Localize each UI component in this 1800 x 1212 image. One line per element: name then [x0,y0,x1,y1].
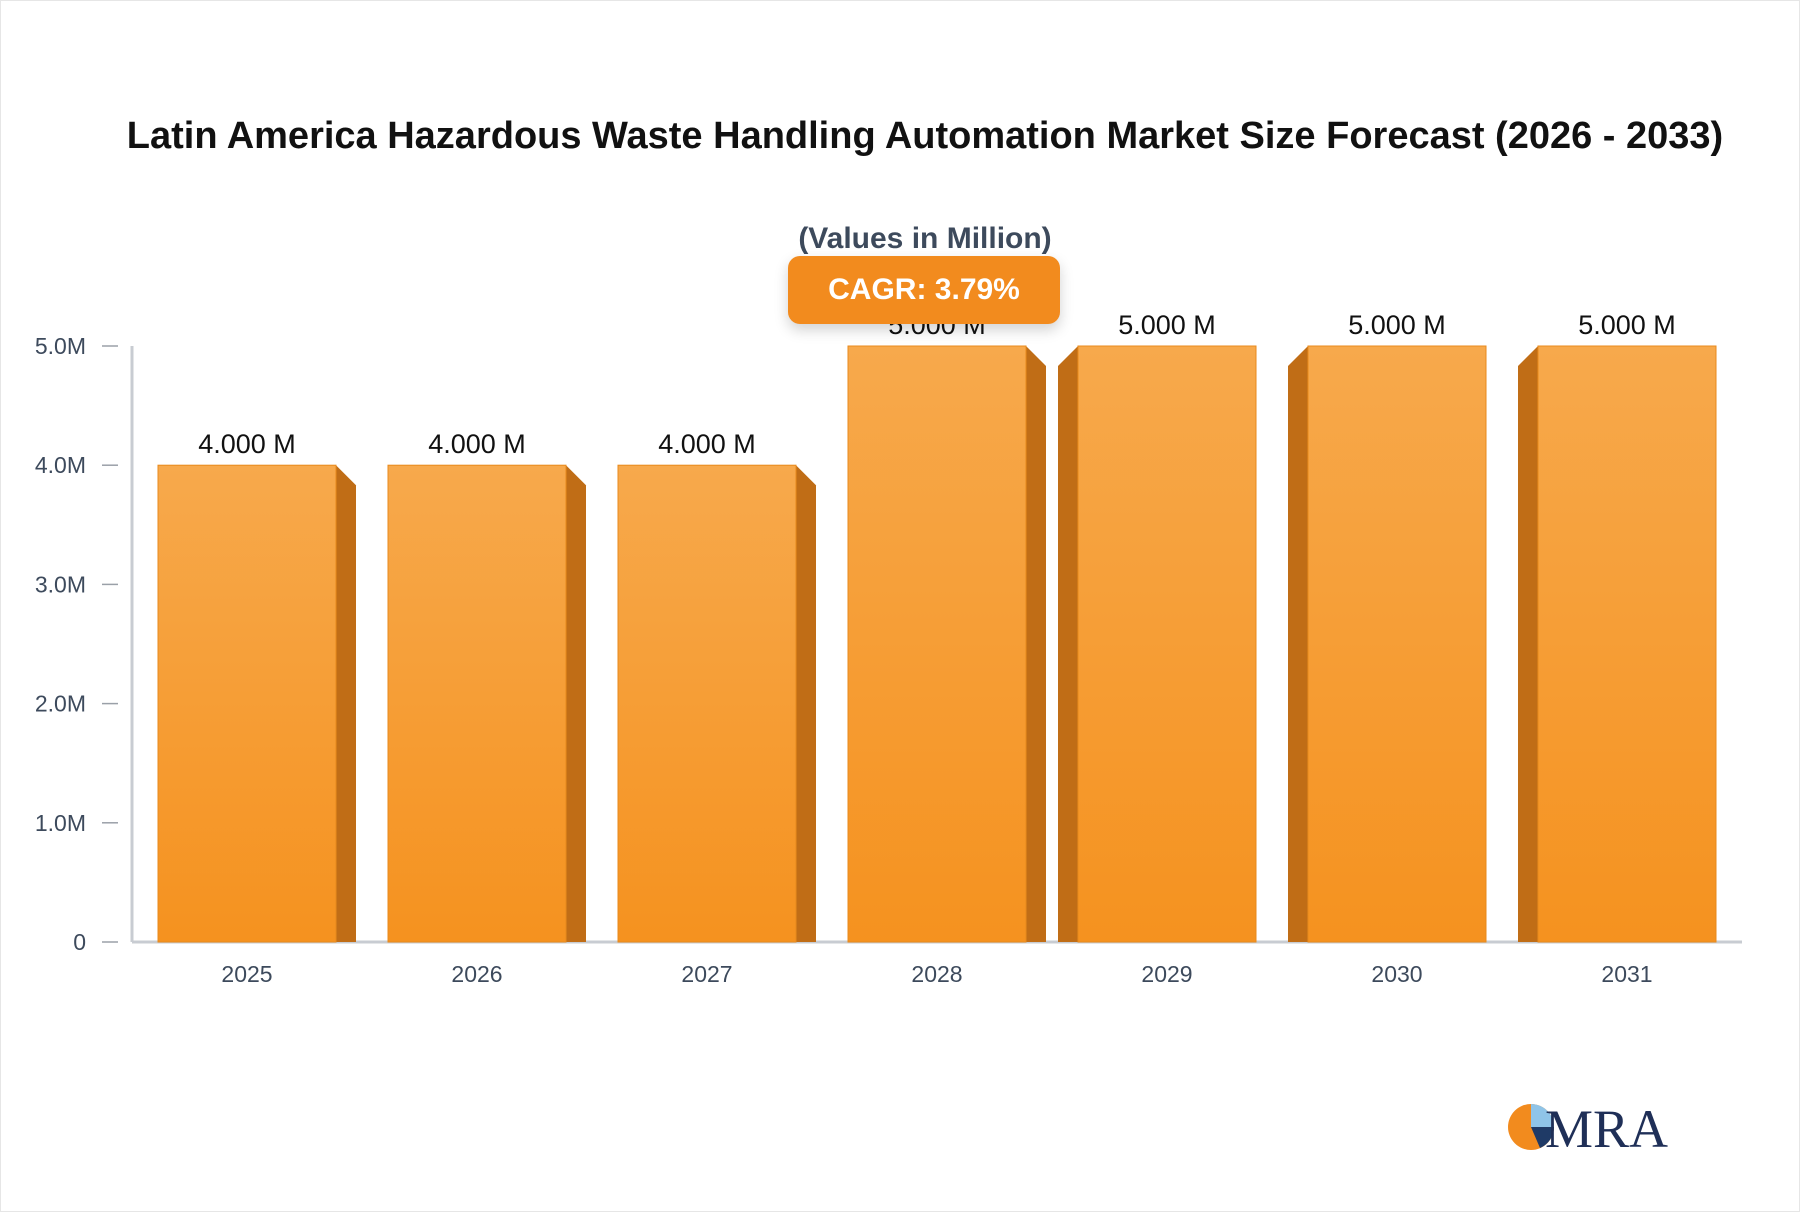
x-tick-label: 2027 [681,961,732,987]
bar-side-2030 [1288,346,1308,942]
y-tick-label: 0 [73,929,86,955]
x-tick-label: 2025 [221,961,272,987]
bar-value-label: 4.000 M [428,429,526,459]
x-tick-label: 2029 [1141,961,1192,987]
cagr-badge: CAGR: 3.79% [788,256,1060,324]
bar-side-2025 [336,465,356,942]
bar-2028[interactable] [847,345,1027,943]
y-tick-label: 3.0M [35,571,86,597]
bar-side-2031 [1518,346,1538,942]
chart-title: Latin America Hazardous Waste Handling A… [126,115,1724,157]
x-tick-label: 2026 [451,961,502,987]
x-tick-label: 2031 [1601,961,1652,987]
y-tick-label: 2.0M [35,691,86,717]
bar-side-2028 [1026,346,1046,942]
chart-subtitle: (Values in Million) [798,222,1052,255]
logo-text: MRA [1545,1099,1668,1155]
bar-value-label: 4.000 M [658,429,756,459]
bar-2025[interactable] [157,464,337,943]
bar-2031[interactable] [1537,345,1717,943]
mra-logo: MRA [1508,1099,1668,1155]
y-tick-label: 4.0M [35,452,86,478]
x-tick-label: 2030 [1371,961,1422,987]
bar-value-label: 5.000 M [1348,310,1446,340]
bars-group: 4.000 M 2025 4.000 M 2026 4.000 M 2027 5.000 M… [157,310,1717,987]
bar-value-label: 4.000 M [198,429,296,459]
y-tick-label: 5.0M [35,333,86,359]
x-tick-label: 2028 [911,961,962,987]
bar-value-label: 5.000 M [1578,310,1676,340]
bar-2027[interactable] [617,464,797,943]
bar-side-2026 [566,465,586,942]
bar-2026[interactable] [387,464,567,943]
bar-value-label: 5.000 M [1118,310,1216,340]
y-tick-label: 1.0M [35,810,86,836]
bar-2030[interactable] [1307,345,1487,943]
bar-side-2027 [796,465,816,942]
bar-side-2029 [1058,346,1078,942]
bar-2029[interactable] [1077,345,1257,943]
